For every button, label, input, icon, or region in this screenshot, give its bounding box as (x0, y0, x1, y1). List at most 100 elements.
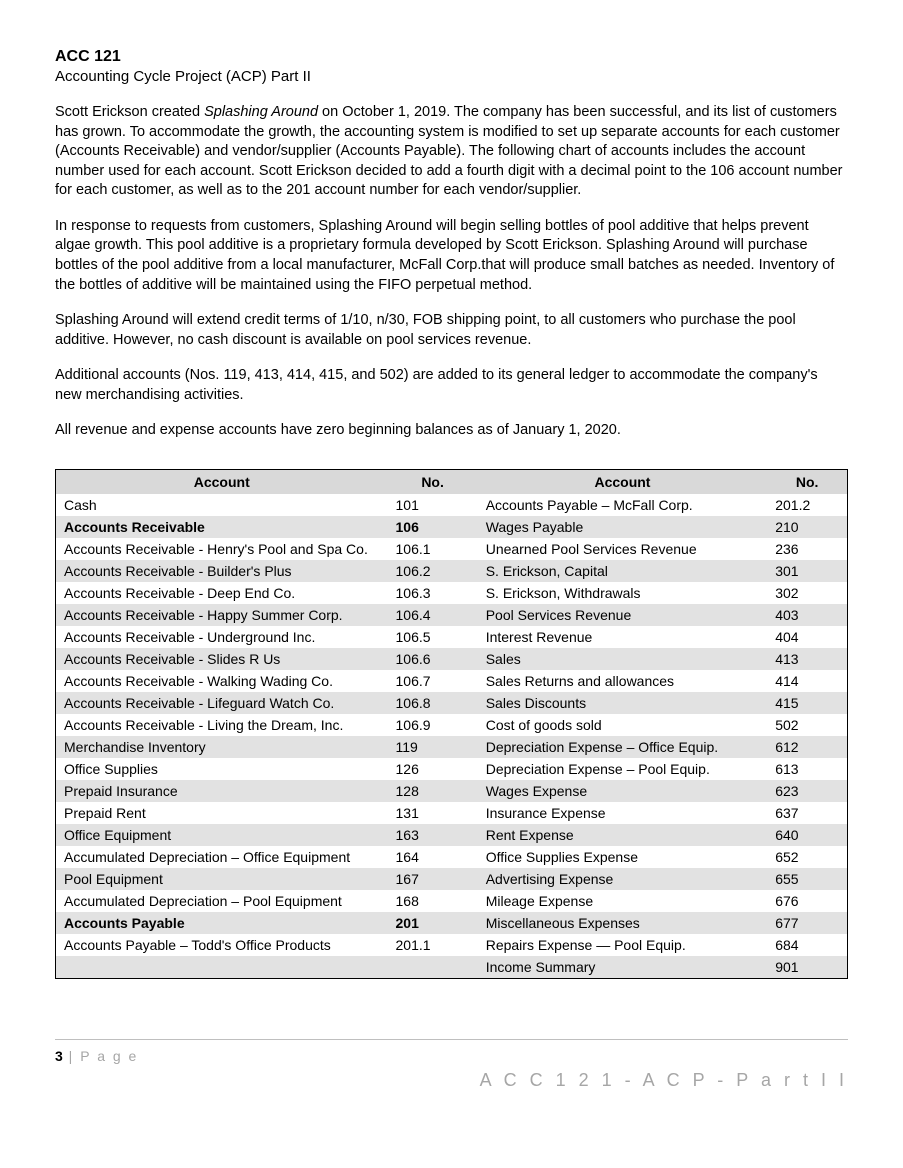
page-subtitle: Accounting Cycle Project (ACP) Part II (55, 68, 848, 85)
table-row: Merchandise Inventory119Depreciation Exp… (56, 736, 848, 758)
body-paragraph-3: Splashing Around will extend credit term… (55, 311, 848, 350)
cell-account-left: Accounts Receivable - Living the Dream, … (56, 714, 388, 736)
cell-no-left: 106.6 (388, 648, 478, 670)
th-account-right: Account (478, 469, 768, 494)
cell-account-right: Income Summary (478, 956, 768, 979)
cell-no-left: 106.3 (388, 582, 478, 604)
cell-no-left: 106.8 (388, 692, 478, 714)
cell-account-right: Sales Discounts (478, 692, 768, 714)
cell-no-right: 623 (767, 780, 847, 802)
cell-no-left: 167 (388, 868, 478, 890)
table-row: Accounts Receivable - Lifeguard Watch Co… (56, 692, 848, 714)
cell-no-right: 613 (767, 758, 847, 780)
cell-account-left: Cash (56, 494, 388, 516)
cell-account-left: Accounts Receivable - Lifeguard Watch Co… (56, 692, 388, 714)
cell-account-left (56, 956, 388, 979)
cell-account-right: Miscellaneous Expenses (478, 912, 768, 934)
cell-no-left: 106.4 (388, 604, 478, 626)
cell-account-left: Merchandise Inventory (56, 736, 388, 758)
page-footer: 3 | P a g e A C C 1 2 1 - A C P - P a r … (55, 1039, 848, 1091)
cell-no-left: 131 (388, 802, 478, 824)
cell-no-right: 403 (767, 604, 847, 626)
cell-account-left: Accounts Payable (56, 912, 388, 934)
cell-no-left: 106.2 (388, 560, 478, 582)
cell-no-left: 119 (388, 736, 478, 758)
page-number-label: P a g e (80, 1048, 138, 1064)
cell-no-left: 201.1 (388, 934, 478, 956)
course-code: ACC 121 (55, 48, 848, 66)
cell-account-left: Accounts Receivable - Builder's Plus (56, 560, 388, 582)
cell-no-right: 502 (767, 714, 847, 736)
cell-account-left: Prepaid Rent (56, 802, 388, 824)
cell-account-right: Wages Expense (478, 780, 768, 802)
cell-no-right: 640 (767, 824, 847, 846)
cell-no-right: 684 (767, 934, 847, 956)
body-paragraph-2: In response to requests from customers, … (55, 217, 848, 295)
cell-account-right: Insurance Expense (478, 802, 768, 824)
body-paragraph-1: Scott Erickson created Splashing Around … (55, 103, 848, 201)
cell-no-right: 301 (767, 560, 847, 582)
cell-account-right: Depreciation Expense – Office Equip. (478, 736, 768, 758)
cell-account-right: S. Erickson, Capital (478, 560, 768, 582)
cell-account-right: Unearned Pool Services Revenue (478, 538, 768, 560)
cell-no-right: 901 (767, 956, 847, 979)
cell-account-right: Mileage Expense (478, 890, 768, 912)
cell-account-left: Accounts Receivable - Underground Inc. (56, 626, 388, 648)
cell-account-right: S. Erickson, Withdrawals (478, 582, 768, 604)
cell-no-left: 128 (388, 780, 478, 802)
cell-no-right: 612 (767, 736, 847, 758)
body-paragraph-4: Additional accounts (Nos. 119, 413, 414,… (55, 366, 848, 405)
table-row: Accounts Receivable - Underground Inc.10… (56, 626, 848, 648)
cell-account-right: Sales Returns and allowances (478, 670, 768, 692)
page-number-value: 3 (55, 1048, 63, 1064)
cell-no-left: 106.5 (388, 626, 478, 648)
cell-no-left: 106.7 (388, 670, 478, 692)
cell-no-right: 201.2 (767, 494, 847, 516)
cell-account-left: Pool Equipment (56, 868, 388, 890)
cell-no-left: 168 (388, 890, 478, 912)
table-header-row: Account No. Account No. (56, 469, 848, 494)
table-row: Accounts Receivable - Walking Wading Co.… (56, 670, 848, 692)
cell-no-left: 106.1 (388, 538, 478, 560)
page-number: 3 | P a g e (55, 1048, 848, 1064)
cell-account-right: Cost of goods sold (478, 714, 768, 736)
page-container: ACC 121 Accounting Cycle Project (ACP) P… (0, 0, 903, 1168)
page-number-sep: | (63, 1048, 80, 1064)
table-row: Accounts Receivable106Wages Payable210 (56, 516, 848, 538)
th-no-right: No. (767, 469, 847, 494)
cell-account-left: Accounts Receivable (56, 516, 388, 538)
cell-no-left: 101 (388, 494, 478, 516)
cell-account-right: Office Supplies Expense (478, 846, 768, 868)
cell-account-left: Accounts Payable – Todd's Office Product… (56, 934, 388, 956)
cell-account-left: Accounts Receivable - Slides R Us (56, 648, 388, 670)
table-row: Accounts Receivable - Henry's Pool and S… (56, 538, 848, 560)
cell-account-right: Rent Expense (478, 824, 768, 846)
cell-no-left: 126 (388, 758, 478, 780)
cell-account-right: Accounts Payable – McFall Corp. (478, 494, 768, 516)
cell-no-left: 201 (388, 912, 478, 934)
cell-no-right: 413 (767, 648, 847, 670)
cell-account-right: Sales (478, 648, 768, 670)
cell-account-left: Office Supplies (56, 758, 388, 780)
cell-account-right: Interest Revenue (478, 626, 768, 648)
cell-no-left: 106.9 (388, 714, 478, 736)
cell-account-left: Accounts Receivable - Henry's Pool and S… (56, 538, 388, 560)
table-row: Accounts Receivable - Slides R Us106.6Sa… (56, 648, 848, 670)
cell-no-left: 106 (388, 516, 478, 538)
cell-no-right: 236 (767, 538, 847, 560)
cell-no-left (388, 956, 478, 979)
cell-account-right: Advertising Expense (478, 868, 768, 890)
table-row: Accumulated Depreciation – Office Equipm… (56, 846, 848, 868)
cell-no-right: 652 (767, 846, 847, 868)
cell-no-right: 677 (767, 912, 847, 934)
p1-italic: Splashing Around (204, 104, 318, 120)
table-row: Cash101Accounts Payable – McFall Corp.20… (56, 494, 848, 516)
cell-no-right: 210 (767, 516, 847, 538)
cell-no-left: 163 (388, 824, 478, 846)
cell-no-right: 404 (767, 626, 847, 648)
table-row: Accounts Receivable - Living the Dream, … (56, 714, 848, 736)
cell-account-left: Accounts Receivable - Deep End Co. (56, 582, 388, 604)
body-paragraph-5: All revenue and expense accounts have ze… (55, 421, 848, 441)
cell-account-left: Accounts Receivable - Happy Summer Corp. (56, 604, 388, 626)
cell-no-right: 676 (767, 890, 847, 912)
